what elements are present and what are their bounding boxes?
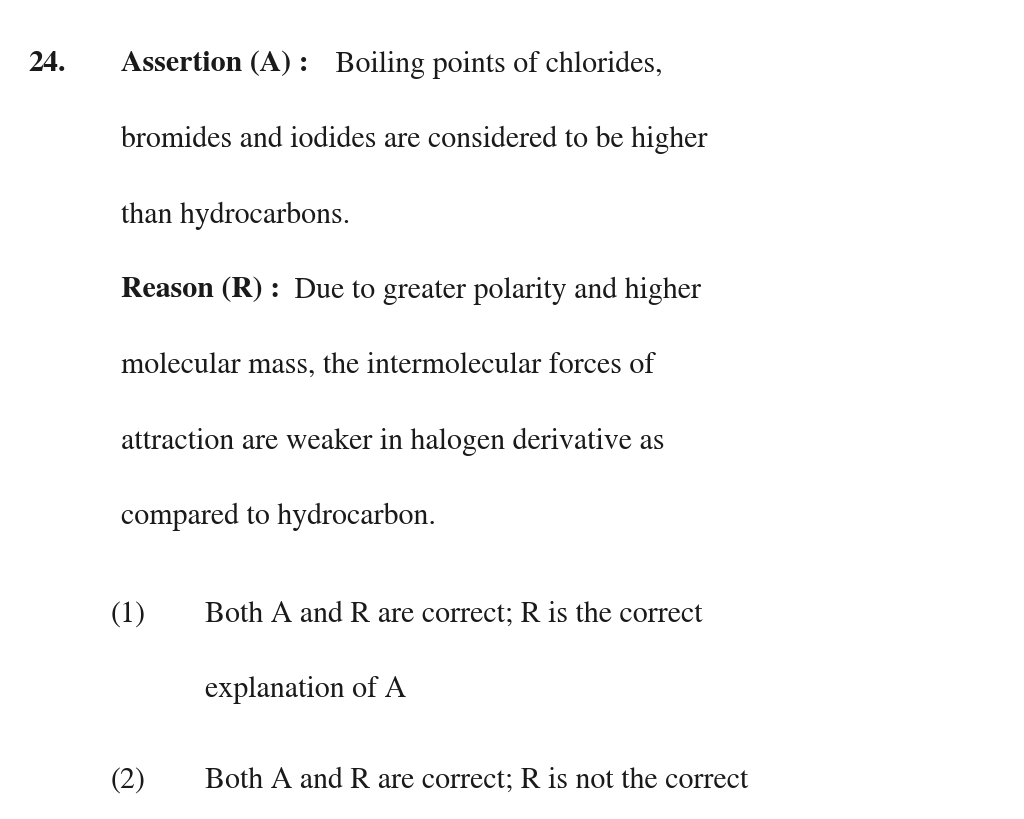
Text: (1): (1) [111, 601, 145, 629]
Text: attraction are weaker in halogen derivative as: attraction are weaker in halogen derivat… [121, 428, 665, 456]
Text: Assertion (A) :: Assertion (A) : [121, 51, 308, 77]
Text: Boiling points of chlorides,: Boiling points of chlorides, [328, 51, 663, 79]
Text: compared to hydrocarbon.: compared to hydrocarbon. [121, 503, 435, 532]
Text: Reason (R) :: Reason (R) : [121, 277, 280, 303]
Text: Both A and R are correct; R is not the correct: Both A and R are correct; R is not the c… [205, 767, 749, 794]
Text: Due to greater polarity and higher: Due to greater polarity and higher [287, 277, 700, 305]
Text: explanation of A: explanation of A [205, 676, 406, 704]
Text: molecular mass, the intermolecular forces of: molecular mass, the intermolecular force… [121, 352, 654, 380]
Text: than hydrocarbons.: than hydrocarbons. [121, 201, 350, 230]
Text: Both A and R are correct; R is the correct: Both A and R are correct; R is the corre… [205, 601, 702, 629]
Text: bromides and iodides are considered to be higher: bromides and iodides are considered to b… [121, 126, 708, 155]
Text: 24.: 24. [29, 51, 67, 77]
Text: (2): (2) [111, 767, 145, 794]
